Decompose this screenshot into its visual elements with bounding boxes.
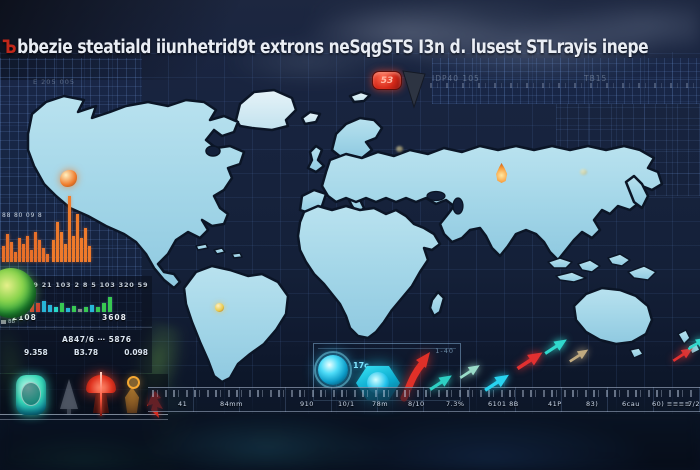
stats-line1: A847/6 ⋯ 5876 [62, 335, 132, 344]
tree-icon[interactable] [60, 379, 78, 414]
timeline-label: 910 [300, 400, 314, 408]
orange-bar-chart-b [52, 194, 91, 262]
stat-chip-label: 88 [8, 319, 15, 325]
bar [96, 307, 100, 312]
bar [38, 240, 41, 262]
title-accent-glyph: Ъ [2, 36, 17, 58]
bar [84, 307, 88, 312]
bar [102, 303, 106, 312]
bar [42, 248, 45, 262]
timeline-label: 83) [586, 400, 599, 408]
timeline-label: 60) ≡≡≡≡ [652, 400, 691, 408]
timeline-label: 10/1 [338, 400, 355, 408]
dark-pointer-icon [402, 70, 426, 109]
red-dome-icon[interactable] [86, 372, 116, 416]
bar [66, 308, 70, 312]
bar [84, 228, 87, 262]
faint-readout-left: E 205 005 [33, 78, 76, 86]
timeline-band[interactable]: 41 84mm 910 10/1 78m 8/10 7.3% 6101 8B 41P 83) 6ca… [148, 387, 700, 412]
bar [64, 244, 67, 262]
title-bar: Ъbbezie steatiald iiunhetrid9t extrons n… [2, 36, 700, 58]
cyan-sphere-icon[interactable] [314, 351, 352, 389]
bar [80, 238, 83, 262]
bar [6, 234, 9, 262]
red-dome-base [93, 393, 109, 413]
top-tick-ruler [430, 83, 698, 88]
bar [68, 196, 71, 262]
bar [60, 232, 63, 262]
timeline-label: 41 [178, 400, 188, 408]
bar [46, 254, 49, 262]
grid-patch-right-top [432, 58, 700, 104]
bar [42, 301, 46, 312]
bar [26, 236, 29, 262]
stat-value: 0.098 [124, 348, 148, 357]
stat-chip [1, 320, 6, 324]
bar [34, 232, 37, 262]
stats-panel [0, 327, 152, 373]
stats-values-row: 9.358 B3.78 0.098 [24, 348, 148, 357]
bar [52, 240, 55, 262]
bar [72, 306, 76, 312]
corner-shade [0, 0, 260, 80]
stat-value: 9.358 [24, 348, 48, 357]
bar [2, 246, 5, 262]
bar [54, 307, 58, 312]
bar [30, 250, 33, 262]
bar [36, 303, 40, 312]
side-stat-row: 88 [1, 319, 19, 325]
bar [18, 238, 21, 262]
timeline-label: 78m [372, 400, 389, 408]
bar [108, 297, 112, 312]
timeline-label: 8/10 [408, 400, 425, 408]
alert-badge[interactable]: 53 [372, 71, 402, 90]
faint-readout-mid: IDP40 105 [432, 74, 480, 83]
timeline-label: 6101 8B [488, 400, 519, 408]
bar [14, 252, 17, 262]
teal-panel-icon[interactable] [16, 375, 46, 415]
bar [60, 303, 64, 312]
bar [76, 214, 79, 262]
bar [88, 246, 91, 262]
sphere-label: 17c [353, 361, 369, 370]
timeline-label: 41P [548, 400, 562, 408]
divider-double-line [0, 414, 168, 420]
bar [72, 236, 75, 262]
bar [10, 242, 13, 262]
orange-figure-icon[interactable] [119, 376, 145, 414]
timeline-label: 6cau [622, 400, 640, 408]
bar [22, 244, 25, 262]
mini-bars-numbers: 89 21 103 2 8 5 103 320 59 [28, 281, 149, 289]
orange-bar-chart-a [2, 230, 49, 262]
total-right: 3608 [102, 313, 127, 322]
bar [56, 222, 59, 262]
bar [48, 305, 52, 312]
stat-value: B3.78 [73, 348, 99, 357]
timeline-ticks [152, 390, 696, 397]
gauge-box-label: 1-40 [435, 347, 454, 355]
total-left: 2108 [12, 313, 37, 322]
mini-rgb-bar-chart [30, 295, 112, 312]
faint-readout-right: TB15 [584, 74, 608, 83]
bar [90, 305, 94, 312]
timeline-label: 7.3% [446, 400, 465, 408]
bars-top-numbers: 88 80 09 8 [2, 212, 43, 219]
bottom-bokeh [0, 408, 700, 470]
bar [78, 309, 82, 312]
timeline-label: 7/28 [688, 400, 700, 408]
timeline-label: 84mm [220, 400, 243, 408]
page-title: bbezie steatiald iiunhetrid9t extrons ne… [17, 36, 649, 58]
